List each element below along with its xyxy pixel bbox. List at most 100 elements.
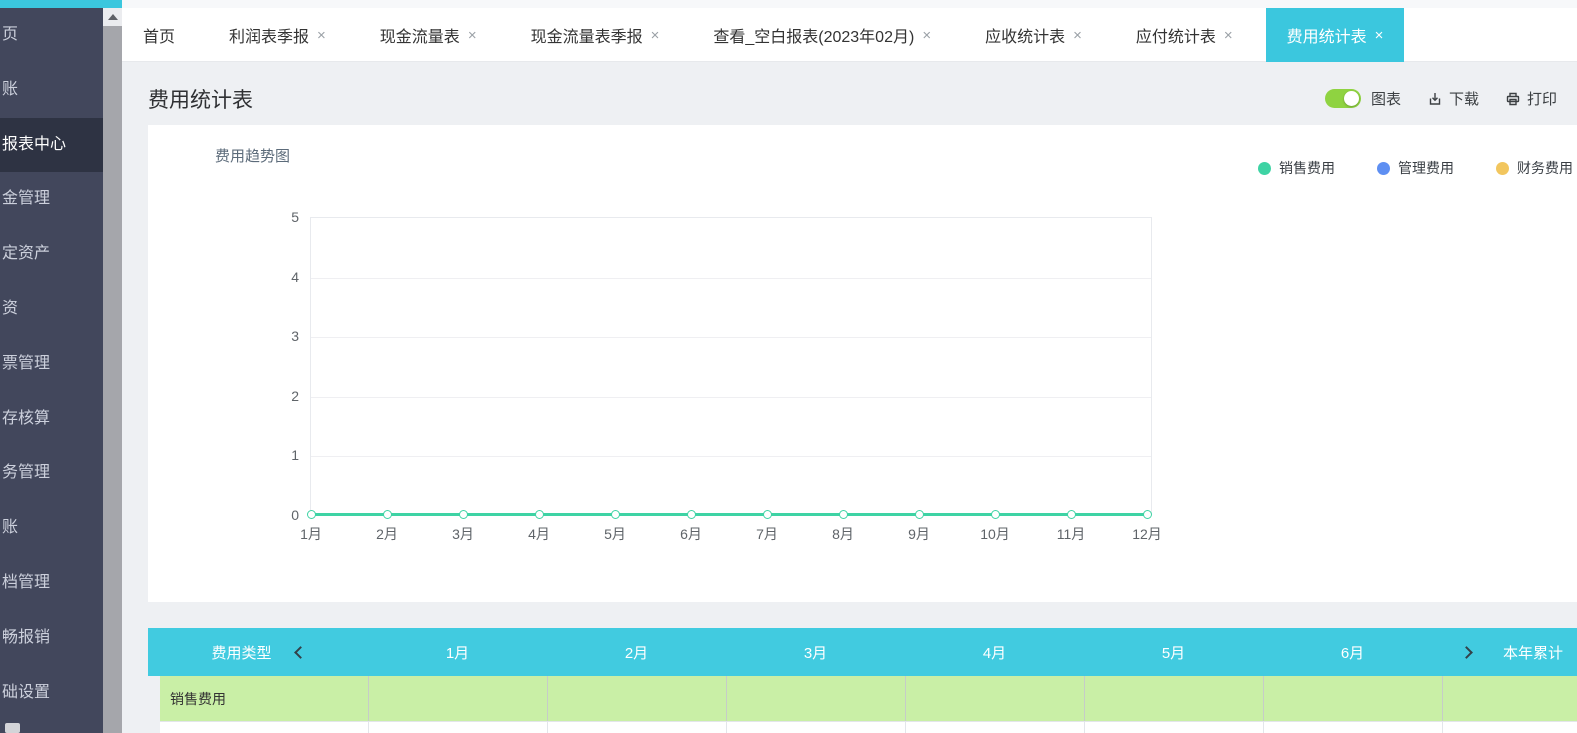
sidebar-item[interactable]: 账: [0, 63, 103, 118]
tab[interactable]: 利润表季报 ×: [208, 8, 347, 62]
sidebar-item[interactable]: 存核算: [0, 392, 103, 447]
sidebar-item-label: 账: [2, 80, 19, 98]
main-content: 费用统计表 图表 下载: [122, 62, 1577, 733]
sidebar-item[interactable]: 页: [0, 8, 103, 63]
sidebar-scrollbar[interactable]: [103, 8, 122, 733]
legend-label: 管理费用: [1398, 160, 1454, 176]
table-cell: [905, 676, 1084, 721]
x-axis-tick-label: 2月: [376, 526, 398, 542]
x-axis-tick-label: 4月: [528, 526, 550, 542]
data-point-marker: [1066, 509, 1076, 519]
sidebar-item[interactable]: 报表中心: [0, 117, 103, 173]
close-tab-icon[interactable]: ×: [1073, 26, 1082, 44]
tabs: 首页 利润表季报 × 现金流量表 × 现金流量表季报 × 查看_空白报表(2023年02月) ×…: [122, 8, 1577, 62]
tab-label: 首页: [143, 29, 176, 46]
scroll-columns-left-icon[interactable]: [293, 645, 307, 659]
legend-item[interactable]: 管理费用: [1377, 158, 1454, 178]
data-point-marker: [990, 509, 1000, 519]
column-header-label: 2月: [624, 644, 649, 662]
chart-plot: 0 1 2 3 4 5 1月 2月 3月 4月 5月 6月 7月 8月 9月 10月 11月 12月: [291, 209, 1162, 542]
data-point-marker: [762, 509, 772, 519]
table-row[interactable]: [160, 721, 1577, 733]
x-axis-tick-label: 7月: [756, 526, 778, 542]
sidebar-item-label: 定资产: [2, 245, 51, 263]
legend-label: 销售费用: [1279, 160, 1335, 176]
chart-toggle-label: 图表: [1371, 91, 1402, 108]
page-title: 费用统计表: [148, 89, 253, 112]
close-tab-icon[interactable]: ×: [1374, 26, 1384, 44]
sidebar-menu: 页账报表中心 金管理 定资产资票管理 存核算 务管理账档管理 畅报销 础设置: [0, 8, 103, 720]
x-axis-tick-label: 5月: [604, 526, 626, 542]
column-header: 5月: [1084, 628, 1263, 676]
trend-line: [311, 512, 1147, 516]
column-header-label: 4月: [982, 644, 1007, 662]
x-axis-tick-label: 12月: [1132, 526, 1162, 542]
data-point-marker: [838, 509, 848, 519]
tab-label: 现金流量表季报: [530, 29, 643, 46]
x-axis-tick-label: 1月: [300, 526, 322, 542]
close-tab-icon[interactable]: ×: [922, 26, 932, 44]
sidebar-item[interactable]: 资: [0, 282, 103, 337]
y-axis-tick-label: 1: [291, 447, 299, 464]
y-axis-tick-label: 2: [291, 387, 299, 404]
tab-label: 应付统计表: [1135, 29, 1216, 46]
close-tab-icon[interactable]: ×: [317, 26, 326, 44]
scroll-up-button[interactable]: [103, 8, 122, 26]
tab[interactable]: 查看_空白报表(2023年02月) ×: [692, 8, 952, 62]
scroll-columns-right-icon[interactable]: [1460, 645, 1473, 659]
download-button[interactable]: 下载: [1427, 88, 1479, 109]
x-axis-tick-label: 8月: [832, 526, 854, 542]
toggle-knob-icon: [1344, 91, 1359, 106]
chart-toggle-group: 图表: [1325, 88, 1401, 109]
sidebar-item[interactable]: 务管理: [0, 446, 103, 501]
legend-label: 财务费用: [1517, 160, 1573, 176]
tab-label: 利润表季报: [229, 29, 310, 46]
scroll-up-icon: [107, 14, 118, 20]
sidebar-item-label: 畅报销: [2, 628, 51, 646]
sidebar-bottom-partial-icon: [5, 723, 20, 733]
sidebar-item[interactable]: 档管理: [0, 556, 103, 611]
sidebar-top-accent: [0, 0, 122, 8]
legend-item[interactable]: 销售费用: [1258, 158, 1335, 178]
tab-label: 现金流量表: [379, 29, 460, 46]
table-row[interactable]: 销售费用: [160, 676, 1577, 721]
column-header-label: 1月: [445, 644, 470, 662]
close-tab-icon[interactable]: ×: [467, 26, 477, 44]
tab[interactable]: 应收统计表 ×: [964, 8, 1103, 62]
table-cell: [726, 676, 905, 721]
gridline: [311, 456, 1151, 458]
sidebar-item[interactable]: 畅报销: [0, 611, 103, 666]
close-tab-icon[interactable]: ×: [1223, 26, 1233, 44]
table-cell: [368, 722, 547, 733]
tab[interactable]: 现金流量表 ×: [359, 8, 498, 62]
tab[interactable]: 应付统计表 ×: [1115, 8, 1254, 62]
tab[interactable]: 现金流量表季报 ×: [510, 8, 681, 62]
y-axis-tick-label: 0: [291, 507, 299, 523]
sidebar-item[interactable]: 金管理: [0, 172, 103, 227]
chart-toggle-switch[interactable]: [1325, 89, 1361, 108]
sidebar-item-label: 础设置: [2, 683, 51, 701]
sidebar-item[interactable]: 账: [0, 501, 103, 556]
sidebar-item-label: 报表中心: [2, 135, 67, 153]
sidebar-item[interactable]: 票管理: [0, 337, 103, 392]
tab[interactable]: 费用统计表 ×: [1265, 8, 1405, 62]
legend-item[interactable]: 财务费用: [1496, 158, 1573, 178]
scrollbar-thumb[interactable]: [103, 26, 122, 733]
chart-panel: 费用趋势图 销售费用 管理费用 财务费用 0 1 2 3 4 5 1月 2月 3月 4月 5月 6月 7月 8…: [148, 125, 1577, 602]
print-button[interactable]: 打印: [1505, 88, 1557, 109]
sidebar-item-label: 票管理: [2, 354, 51, 372]
column-header-label: 6月: [1340, 644, 1365, 662]
data-point-marker: [306, 509, 316, 519]
table-cell: [547, 676, 726, 721]
sidebar-item[interactable]: 础设置: [0, 666, 103, 721]
sidebar-item[interactable]: 定资产: [0, 227, 103, 282]
close-tab-icon[interactable]: ×: [650, 26, 660, 44]
column-header-label: 本年累计: [1503, 644, 1564, 662]
table-cell: [1263, 676, 1442, 721]
x-axis-tick-label: 3月: [452, 526, 474, 542]
row-label-cell: 销售费用: [160, 676, 368, 721]
data-point-marker: [610, 509, 620, 519]
table-cell: [1084, 676, 1263, 721]
tab[interactable]: 首页: [122, 8, 196, 62]
